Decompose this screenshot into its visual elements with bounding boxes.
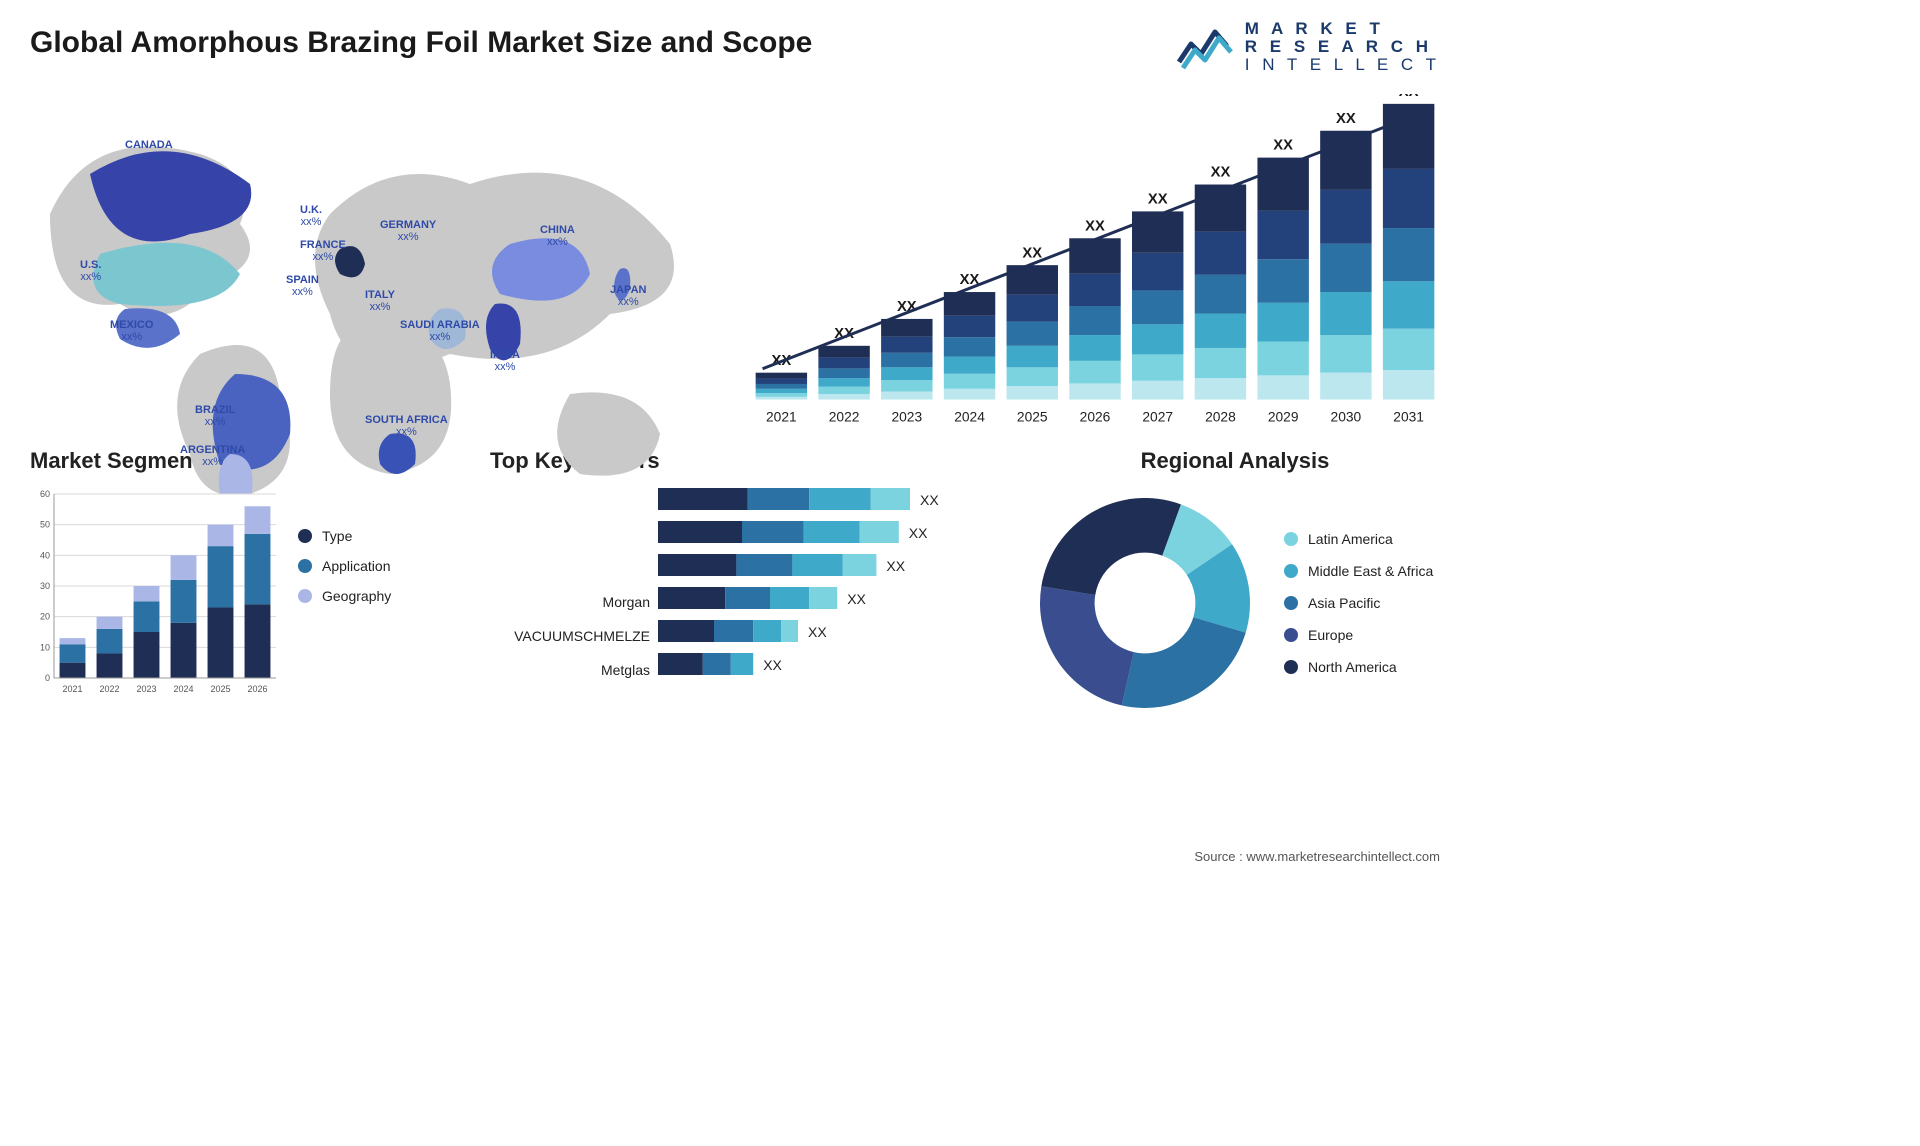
svg-text:2023: 2023 <box>136 684 156 694</box>
map-label-u.s.: U.S.xx% <box>80 259 101 284</box>
svg-text:2023: 2023 <box>891 409 922 424</box>
map-label-china: CHINAxx% <box>540 224 575 249</box>
legend-item: Latin America <box>1284 531 1433 547</box>
svg-text:2022: 2022 <box>829 409 860 424</box>
player-label: Metglas <box>490 659 650 683</box>
svg-text:XX: XX <box>847 591 866 607</box>
segmentation-legend: Type Application Geography <box>298 528 391 604</box>
svg-text:XX: XX <box>1273 137 1293 153</box>
player-label <box>490 556 650 580</box>
svg-text:2025: 2025 <box>210 684 230 694</box>
regional-title: Regional Analysis <box>1030 448 1440 474</box>
map-label-france: FRANCExx% <box>300 239 346 264</box>
source-label: Source : www.marketresearchintellect.com <box>1194 849 1440 864</box>
svg-text:2026: 2026 <box>1080 409 1111 424</box>
key-players-chart: XX XX XX XX XX XX <box>658 488 1000 688</box>
svg-text:XX: XX <box>886 558 905 574</box>
logo-line2: R E S E A R C H <box>1245 38 1440 56</box>
svg-text:XX: XX <box>1148 191 1168 207</box>
svg-text:2024: 2024 <box>173 684 193 694</box>
map-label-argentina: ARGENTINAxx% <box>180 444 245 469</box>
svg-text:2021: 2021 <box>62 684 82 694</box>
map-label-mexico: MEXICOxx% <box>110 319 153 344</box>
legend-item: Application <box>298 558 391 574</box>
svg-text:2029: 2029 <box>1268 409 1299 424</box>
svg-text:XX: XX <box>1211 164 1231 180</box>
map-label-india: INDIAxx% <box>490 349 520 374</box>
page-title: Global Amorphous Brazing Foil Market Siz… <box>30 26 812 60</box>
regional-donut-chart <box>1030 488 1260 718</box>
map-label-u.k.: U.K.xx% <box>300 204 322 229</box>
legend-item: North America <box>1284 659 1433 675</box>
svg-text:60: 60 <box>40 489 50 499</box>
svg-text:30: 30 <box>40 581 50 591</box>
map-label-germany: GERMANYxx% <box>380 219 436 244</box>
svg-text:XX: XX <box>920 492 939 508</box>
svg-text:40: 40 <box>40 550 50 560</box>
logo-line1: M A R K E T <box>1245 20 1440 38</box>
regional-legend: Latin America Middle East & Africa Asia Pa… <box>1284 531 1433 675</box>
svg-text:50: 50 <box>40 519 50 529</box>
svg-text:2021: 2021 <box>766 409 797 424</box>
map-label-spain: SPAINxx% <box>286 274 319 299</box>
svg-text:XX: XX <box>808 624 827 640</box>
legend-item: Asia Pacific <box>1284 595 1433 611</box>
map-label-canada: CANADAxx% <box>125 139 173 164</box>
player-label: Morgan <box>490 591 650 615</box>
regional-section: Regional Analysis Latin America Middle Ea… <box>1030 448 1440 718</box>
svg-text:XX: XX <box>1022 245 1042 261</box>
player-label <box>490 522 650 546</box>
logo-mark-icon <box>1177 22 1237 72</box>
svg-text:2031: 2031 <box>1393 409 1424 424</box>
segmentation-chart: 0 10 20 30 40 50 60 2021 2022 2023 2024 2025 2026 <box>30 488 280 698</box>
legend-item: Europe <box>1284 627 1433 643</box>
legend-item: Type <box>298 528 391 544</box>
svg-text:10: 10 <box>40 642 50 652</box>
svg-text:XX: XX <box>1085 218 1105 234</box>
svg-text:20: 20 <box>40 611 50 621</box>
legend-item: Geography <box>298 588 391 604</box>
svg-text:2022: 2022 <box>99 684 119 694</box>
svg-text:2028: 2028 <box>1205 409 1236 424</box>
svg-text:XX: XX <box>1336 110 1356 126</box>
key-players-labels: Morgan VACUUMSCHMELZE Metglas <box>490 488 650 688</box>
logo-line3: I N T E L L E C T <box>1245 56 1440 74</box>
map-label-italy: ITALYxx% <box>365 289 395 314</box>
world-map: CANADAxx%U.S.xx%MEXICOxx%BRAZILxx%ARGENT… <box>30 94 710 424</box>
map-label-japan: JAPANxx% <box>610 284 646 309</box>
map-label-saudi-arabia: SAUDI ARABIAxx% <box>400 319 480 344</box>
svg-text:2026: 2026 <box>247 684 267 694</box>
map-label-brazil: BRAZILxx% <box>195 404 235 429</box>
svg-text:XX: XX <box>909 525 928 541</box>
svg-text:XX: XX <box>1399 94 1419 100</box>
growth-bar-chart: XX 2021 XX 2022 XX 2023 XX 2024 XX 2025 XX 2026 XX 20… <box>750 94 1440 424</box>
svg-text:0: 0 <box>45 673 50 683</box>
svg-text:2030: 2030 <box>1331 409 1362 424</box>
svg-text:2027: 2027 <box>1142 409 1173 424</box>
brand-logo: M A R K E T R E S E A R C H I N T E L L … <box>1177 20 1440 74</box>
legend-item: Middle East & Africa <box>1284 563 1433 579</box>
map-label-south-africa: SOUTH AFRICAxx% <box>365 414 448 439</box>
svg-text:2024: 2024 <box>954 409 985 424</box>
svg-text:2025: 2025 <box>1017 409 1048 424</box>
player-label: VACUUMSCHMELZE <box>490 625 650 649</box>
svg-text:XX: XX <box>763 657 782 673</box>
